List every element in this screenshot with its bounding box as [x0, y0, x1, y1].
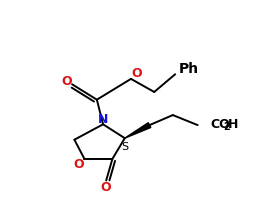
Text: O: O: [100, 181, 111, 194]
Text: 2: 2: [223, 122, 230, 132]
Text: O: O: [131, 67, 142, 80]
Text: H: H: [228, 118, 238, 131]
Text: O: O: [74, 158, 84, 171]
Text: Ph: Ph: [178, 62, 198, 76]
Text: N: N: [98, 113, 108, 126]
Polygon shape: [125, 123, 151, 138]
Text: O: O: [61, 75, 72, 88]
Text: S: S: [121, 142, 128, 152]
Text: CO: CO: [211, 118, 230, 131]
